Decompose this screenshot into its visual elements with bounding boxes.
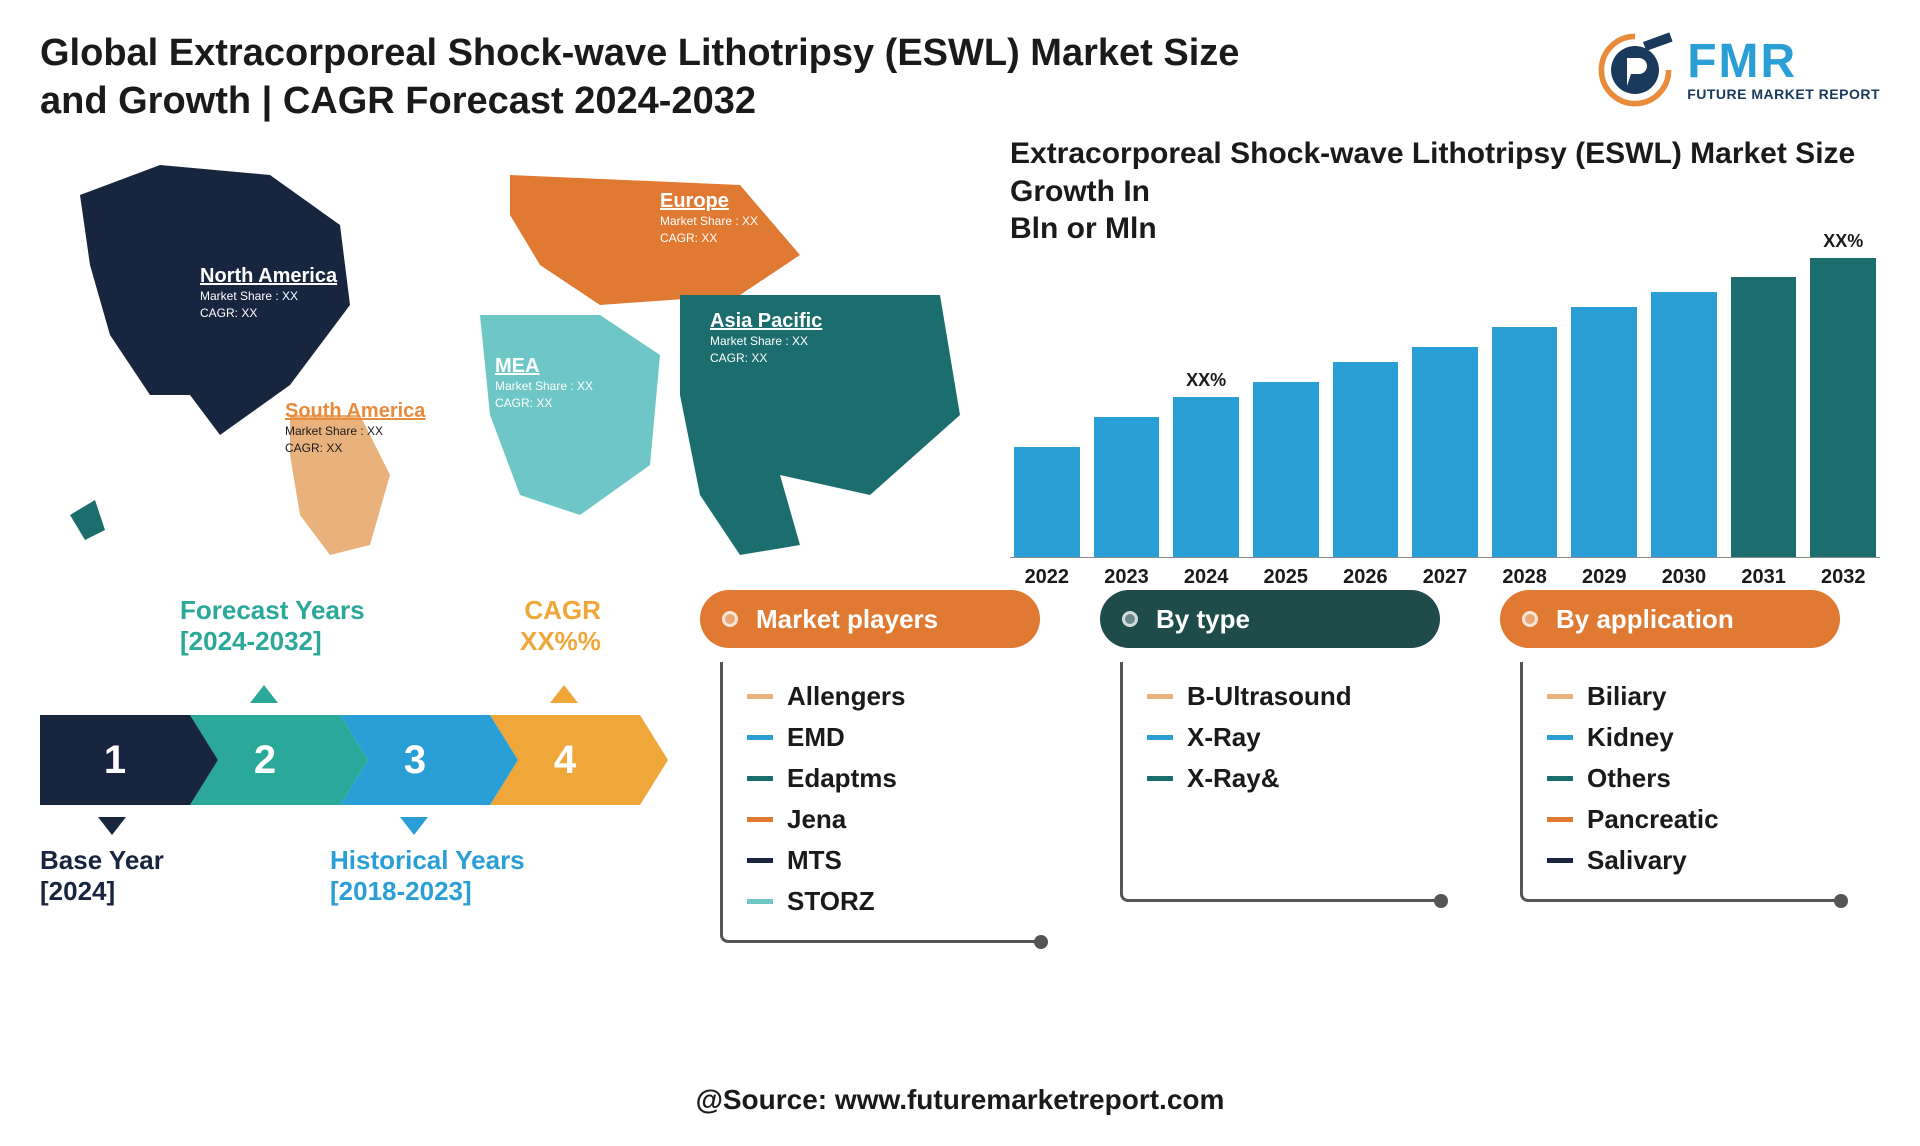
list-box: Biliary Kidney Others Pancreatic Salivar… <box>1520 662 1840 902</box>
bar: 2029 <box>1571 258 1637 557</box>
category-pill: By type <box>1100 590 1440 648</box>
chart-title: Extracorporeal Shock-wave Lithotripsy (E… <box>1010 135 1880 248</box>
list-item: X-Ray <box>1147 717 1430 758</box>
region-label-ap: Asia Pacific Market Share : XX CAGR: XX <box>710 310 822 367</box>
tl-hist: Historical Years [2018-2023] <box>330 845 525 907</box>
category-pill: Market players <box>700 590 1040 648</box>
timeline-steps: 1234 <box>40 715 640 805</box>
bar: 2022 <box>1014 258 1080 557</box>
list-item: EMD <box>747 717 1030 758</box>
list-item: STORZ <box>747 881 1030 922</box>
bar: 2027 <box>1412 258 1478 557</box>
region-label-sa: South America Market Share : XX CAGR: XX <box>285 400 425 457</box>
bar: XX%2032 <box>1810 258 1876 557</box>
bar: 2028 <box>1492 258 1558 557</box>
list-item: B-Ultrasound <box>1147 676 1430 717</box>
arrow-down-icon <box>400 817 428 835</box>
category-pill: By application <box>1500 590 1840 648</box>
list-item: Jena <box>747 799 1030 840</box>
category: By application Biliary Kidney Others Pan… <box>1500 590 1840 943</box>
tl-forecast: Forecast Years [2024-2032] <box>180 595 365 657</box>
bar-chart: 20222023XX%20242025202620272028202920302… <box>1010 258 1880 598</box>
region-label-na: North America Market Share : XX CAGR: XX <box>200 265 337 322</box>
arrow-up-icon <box>550 685 578 703</box>
list-item: Edaptms <box>747 758 1030 799</box>
list-item: Biliary <box>1547 676 1830 717</box>
timeline: Forecast Years [2024-2032] CAGR XX%% 123… <box>40 595 660 915</box>
list-item: Allengers <box>747 676 1030 717</box>
logo-subtext: FUTURE MARKET REPORT <box>1687 86 1880 102</box>
bar: 2023 <box>1094 258 1160 557</box>
category-lists: Market players Allengers EMD Edaptms Jen… <box>700 590 1840 943</box>
source-attribution: @Source: www.futuremarketreport.com <box>0 1084 1920 1116</box>
list-item: MTS <box>747 840 1030 881</box>
bar: 2025 <box>1253 258 1319 557</box>
list-box: Allengers EMD Edaptms Jena MTS STORZ <box>720 662 1040 943</box>
region-label-eu: Europe Market Share : XX CAGR: XX <box>660 190 758 247</box>
list-item: Pancreatic <box>1547 799 1830 840</box>
list-item: X-Ray& <box>1147 758 1430 799</box>
category: By type B-Ultrasound X-Ray X-Ray& <box>1100 590 1440 943</box>
bar: 2031 <box>1731 258 1797 557</box>
tl-base: Base Year [2024] <box>40 845 164 907</box>
arrow-up-icon <box>250 685 278 703</box>
list-item: Kidney <box>1547 717 1830 758</box>
bar: XX%2024 <box>1173 258 1239 557</box>
fmr-logo-icon <box>1595 30 1675 110</box>
region-label-mea: MEA Market Share : XX CAGR: XX <box>495 355 593 412</box>
list-box: B-Ultrasound X-Ray X-Ray& <box>1120 662 1440 902</box>
page-title: Global Extracorporeal Shock-wave Lithotr… <box>40 30 1290 125</box>
bar: 2030 <box>1651 258 1717 557</box>
list-item: Others <box>1547 758 1830 799</box>
list-item: Salivary <box>1547 840 1830 881</box>
timeline-step: 1 <box>40 715 190 805</box>
tl-cagr: CAGR XX%% <box>520 595 601 657</box>
bar: 2026 <box>1333 258 1399 557</box>
header: Global Extracorporeal Shock-wave Lithotr… <box>0 0 1920 135</box>
arrow-down-icon <box>98 817 126 835</box>
category: Market players Allengers EMD Edaptms Jen… <box>700 590 1040 943</box>
logo: FMR FUTURE MARKET REPORT <box>1595 30 1880 110</box>
world-map: North America Market Share : XX CAGR: XX… <box>40 135 980 555</box>
logo-text: FMR <box>1687 38 1880 86</box>
